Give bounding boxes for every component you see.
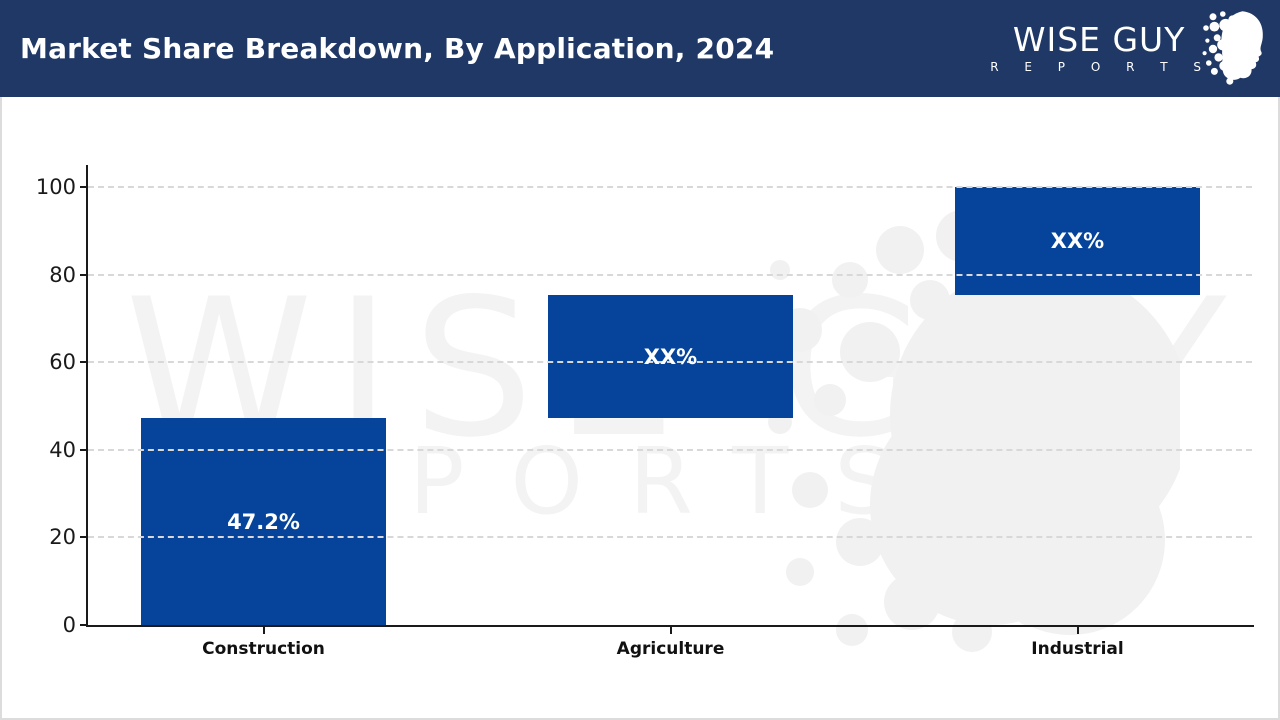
y-axis-tick-label: 60 [49,350,76,375]
gridline-y-80 [88,273,1252,276]
x-axis-spine [86,625,1254,627]
y-axis-tick-label: 20 [49,525,76,550]
bar-agriculture [548,295,793,419]
y-axis-tick-mark [80,624,88,626]
y-axis-tick-label: 0 [62,613,76,637]
wiseguy-logo: WISE GUY R E P O R T S [990,6,1270,91]
logo-brand-name: WISE GUY [1012,20,1186,59]
y-axis-tick-mark [80,273,88,276]
gridline-y-100 [88,186,1252,188]
x-axis-category-label: Industrial [1031,639,1124,659]
y-axis-tick-mark [80,536,88,539]
x-axis-tick-mark [262,627,265,634]
y-axis-tick-mark [80,448,88,451]
y-axis-tick-mark [80,361,88,364]
y-axis-tick-label: 40 [49,437,76,462]
bar-industrial [955,187,1200,296]
gridline-y-60 [88,361,1252,364]
logo-brand-subtitle: R E P O R T S [990,60,1212,74]
y-axis-tick-label: 80 [49,262,76,287]
bar-value-label: 47.2% [227,509,300,534]
chart-title: Market Share Breakdown, By Application, … [20,32,775,65]
logo-face-icon [1202,10,1263,85]
frame-edge-right [1278,97,1280,720]
x-axis-category-label: Agriculture [616,639,725,659]
header-bar: Market Share Breakdown, By Application, … [0,0,1280,97]
bar-value-label: XX% [1050,229,1105,254]
x-axis-tick-mark [1076,627,1079,634]
y-axis-tick-label: 100 [35,175,76,199]
y-axis-spine [86,165,88,627]
gridline-y-40 [88,448,1252,451]
x-axis-category-label: Construction [202,639,325,659]
bar-value-label: XX% [643,344,698,369]
bar-construction [141,418,386,625]
frame-edge-bottom [0,718,1280,720]
frame-edge-left [0,97,2,720]
y-axis-tick-mark [80,186,88,188]
x-axis-tick-mark [669,627,672,634]
gridline-y-20 [88,536,1252,539]
logo-text: WISE GUY R E P O R T S [986,23,1212,74]
